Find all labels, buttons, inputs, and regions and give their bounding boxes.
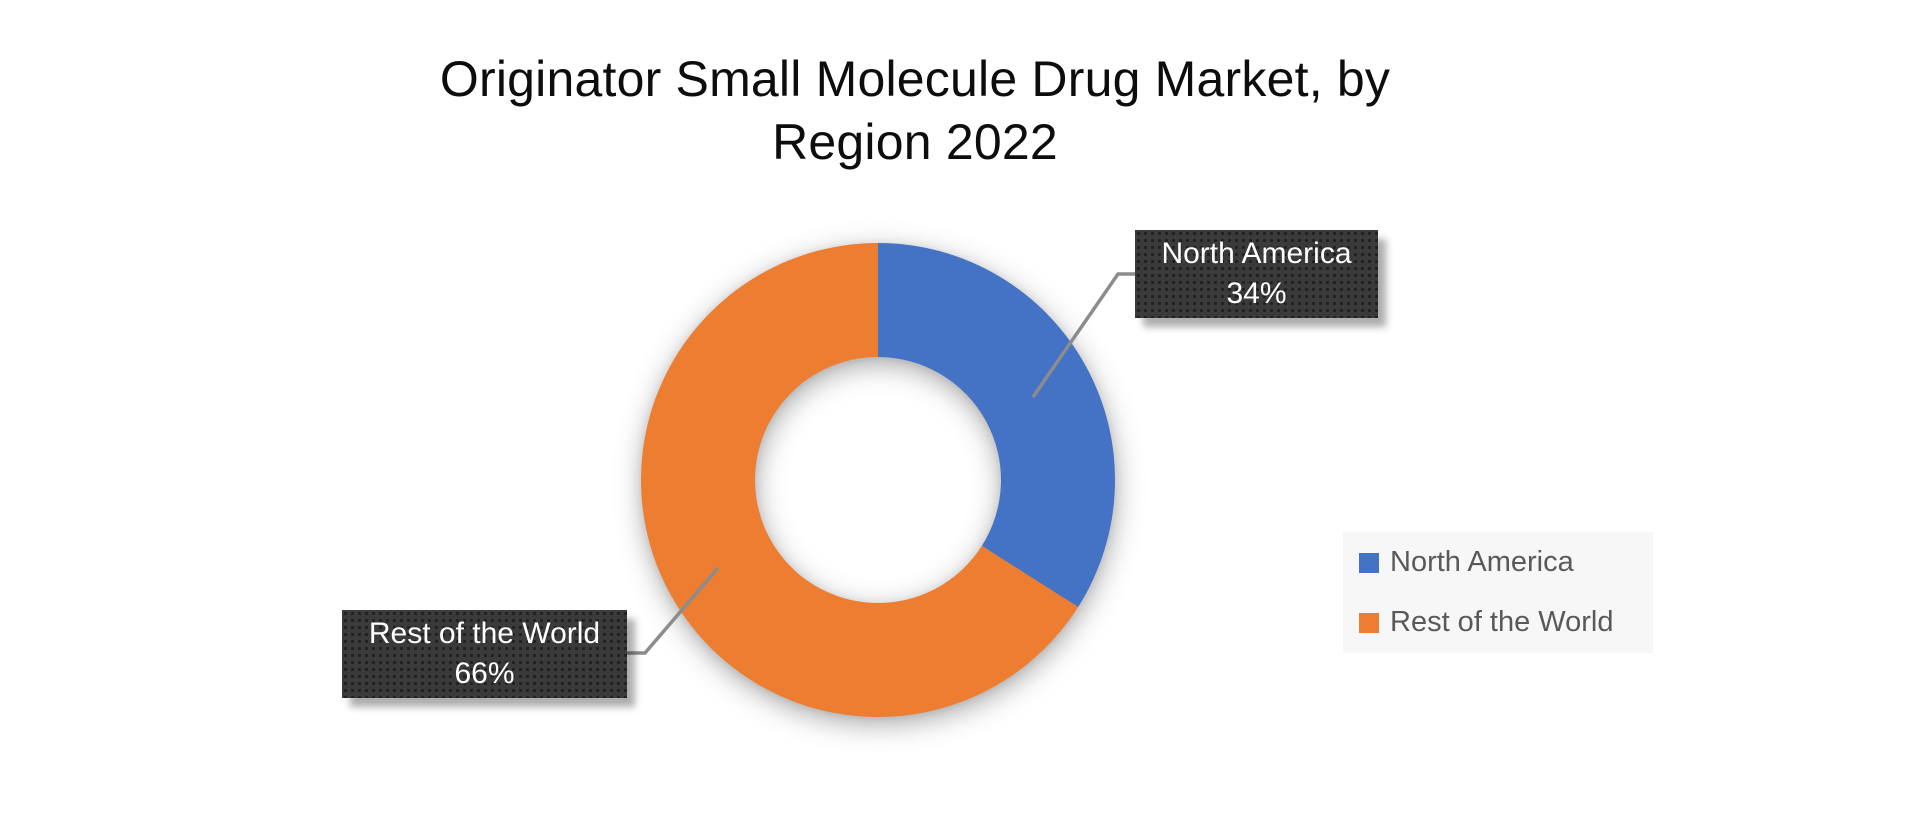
legend-item-north-america[interactable]: North America bbox=[1359, 546, 1653, 580]
chart-title: Originator Small Molecule Drug Market, b… bbox=[439, 51, 1391, 170]
legend-label: North America bbox=[1390, 546, 1574, 578]
legend-swatch-rest-of-world bbox=[1359, 612, 1379, 633]
legend-label: Rest of the World bbox=[1390, 606, 1614, 638]
leader-line-rest-of-world bbox=[627, 566, 720, 655]
legend-swatch-north-america bbox=[1359, 552, 1379, 573]
legend-item-rest-of-world[interactable]: Rest of the World bbox=[1359, 606, 1653, 640]
data-label-category: North America bbox=[1161, 237, 1352, 270]
leader-line-north-america bbox=[1031, 272, 1135, 398]
data-label-rest-of-world[interactable]: Rest of the World 66% bbox=[342, 610, 627, 698]
data-label-north-america[interactable]: North America 34% bbox=[1135, 230, 1378, 318]
data-label-value: 34% bbox=[1226, 277, 1287, 310]
data-label-value: 66% bbox=[454, 657, 515, 690]
donut-slices[interactable] bbox=[641, 242, 1116, 717]
legend: North America Rest of the World bbox=[1343, 532, 1653, 653]
pie-slice-north-america[interactable] bbox=[878, 243, 1116, 607]
data-label-category: Rest of the World bbox=[368, 617, 601, 650]
pie-slice-rest-of-the-world[interactable] bbox=[641, 242, 1079, 717]
